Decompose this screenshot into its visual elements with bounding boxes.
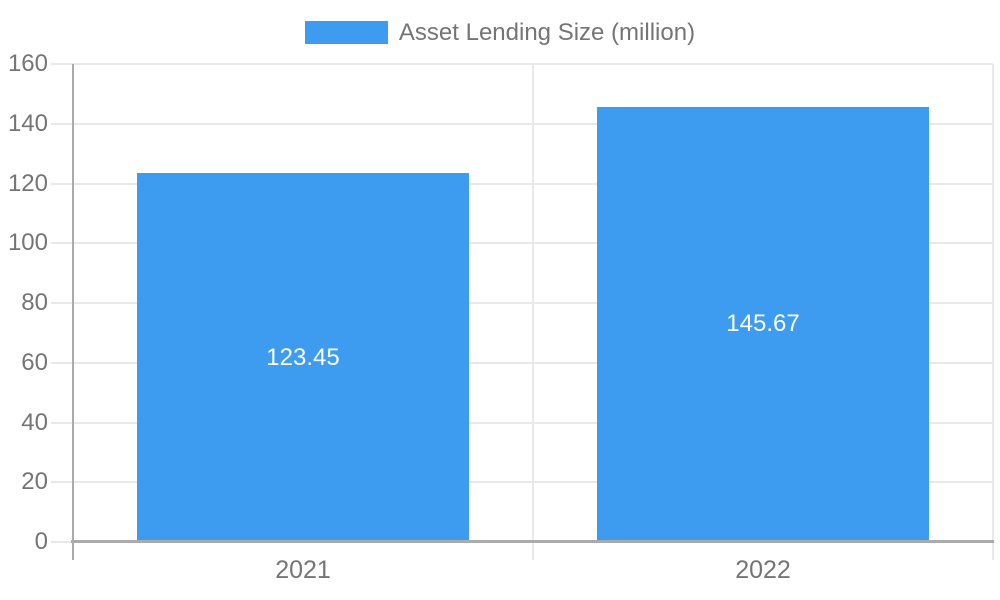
x-axis-line <box>71 540 994 543</box>
y-gridline <box>51 182 993 185</box>
y-axis-tick-label: 80 <box>21 289 48 316</box>
bar-value-label: 145.67 <box>726 310 800 338</box>
chart-legend[interactable]: Asset Lending Size (million) <box>0 19 1000 46</box>
y-gridline <box>51 122 993 125</box>
y-axis-tick-label: 20 <box>21 468 48 496</box>
y-axis-tick-label: 120 <box>7 169 48 197</box>
y-gridline <box>51 242 993 245</box>
bar-2021 <box>137 173 469 542</box>
y-gridline <box>51 361 993 364</box>
y-gridline <box>51 481 993 484</box>
y-gridline <box>51 421 993 424</box>
legend-color-swatch <box>304 21 388 44</box>
y-gridline <box>51 63 993 65</box>
y-axis-tick-label: 40 <box>21 408 48 436</box>
category-separator-line <box>532 64 534 560</box>
y-axis-tick-label: 100 <box>7 229 48 257</box>
x-axis-tick-label: 2021 <box>275 556 331 584</box>
y-axis-tick-label: 60 <box>21 348 48 376</box>
bar-2022 <box>597 106 929 542</box>
y-axis-line <box>72 64 74 560</box>
y-axis-tick-label: 140 <box>7 109 48 137</box>
y-gridline <box>51 302 993 304</box>
x-axis-tick-label: 2022 <box>735 556 791 584</box>
y-axis-tick-label: 160 <box>7 50 48 77</box>
y-axis-tick-label: 0 <box>34 528 48 555</box>
legend-label: Asset Lending Size (million) <box>398 19 696 46</box>
plot-right-border <box>992 64 994 560</box>
bar-value-label: 123.45 <box>266 343 340 371</box>
